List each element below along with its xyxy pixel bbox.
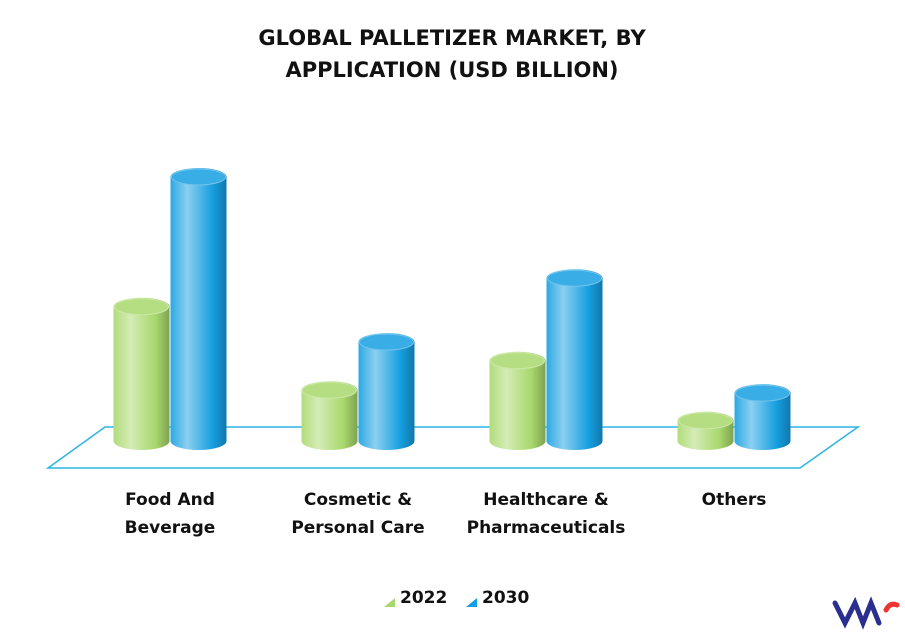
bar: [301, 381, 358, 450]
x-tick-label: Cosmetic & Personal Care: [291, 490, 425, 538]
bar: [734, 384, 791, 450]
bar: [113, 297, 170, 450]
bar-cap: [547, 269, 602, 287]
x-tick-label: Healthcare & Pharmaceuticals: [466, 490, 626, 538]
bar: [546, 269, 603, 450]
legend-label: 2022: [400, 588, 448, 608]
bar-cap: [678, 412, 733, 430]
x-tick-label: Others: [701, 490, 767, 510]
bar-cap: [490, 352, 545, 370]
bar-cap: [171, 168, 226, 186]
bar-cap: [359, 333, 414, 351]
bar-cap: [735, 384, 790, 402]
bar: [170, 168, 227, 450]
logo: [832, 596, 900, 630]
bar: [358, 333, 415, 450]
legend-label: 2030: [482, 588, 530, 608]
chart-title: GLOBAL PALLETIZER MARKET, BY APPLICATION…: [258, 26, 646, 82]
x-tick-label: Food And Beverage: [124, 490, 216, 538]
legend-marker: [384, 598, 395, 607]
legend-marker: [466, 598, 477, 607]
bar-cap: [114, 298, 169, 316]
bar: [489, 351, 546, 450]
floor: [45, 426, 861, 469]
bar-cap: [302, 381, 357, 399]
